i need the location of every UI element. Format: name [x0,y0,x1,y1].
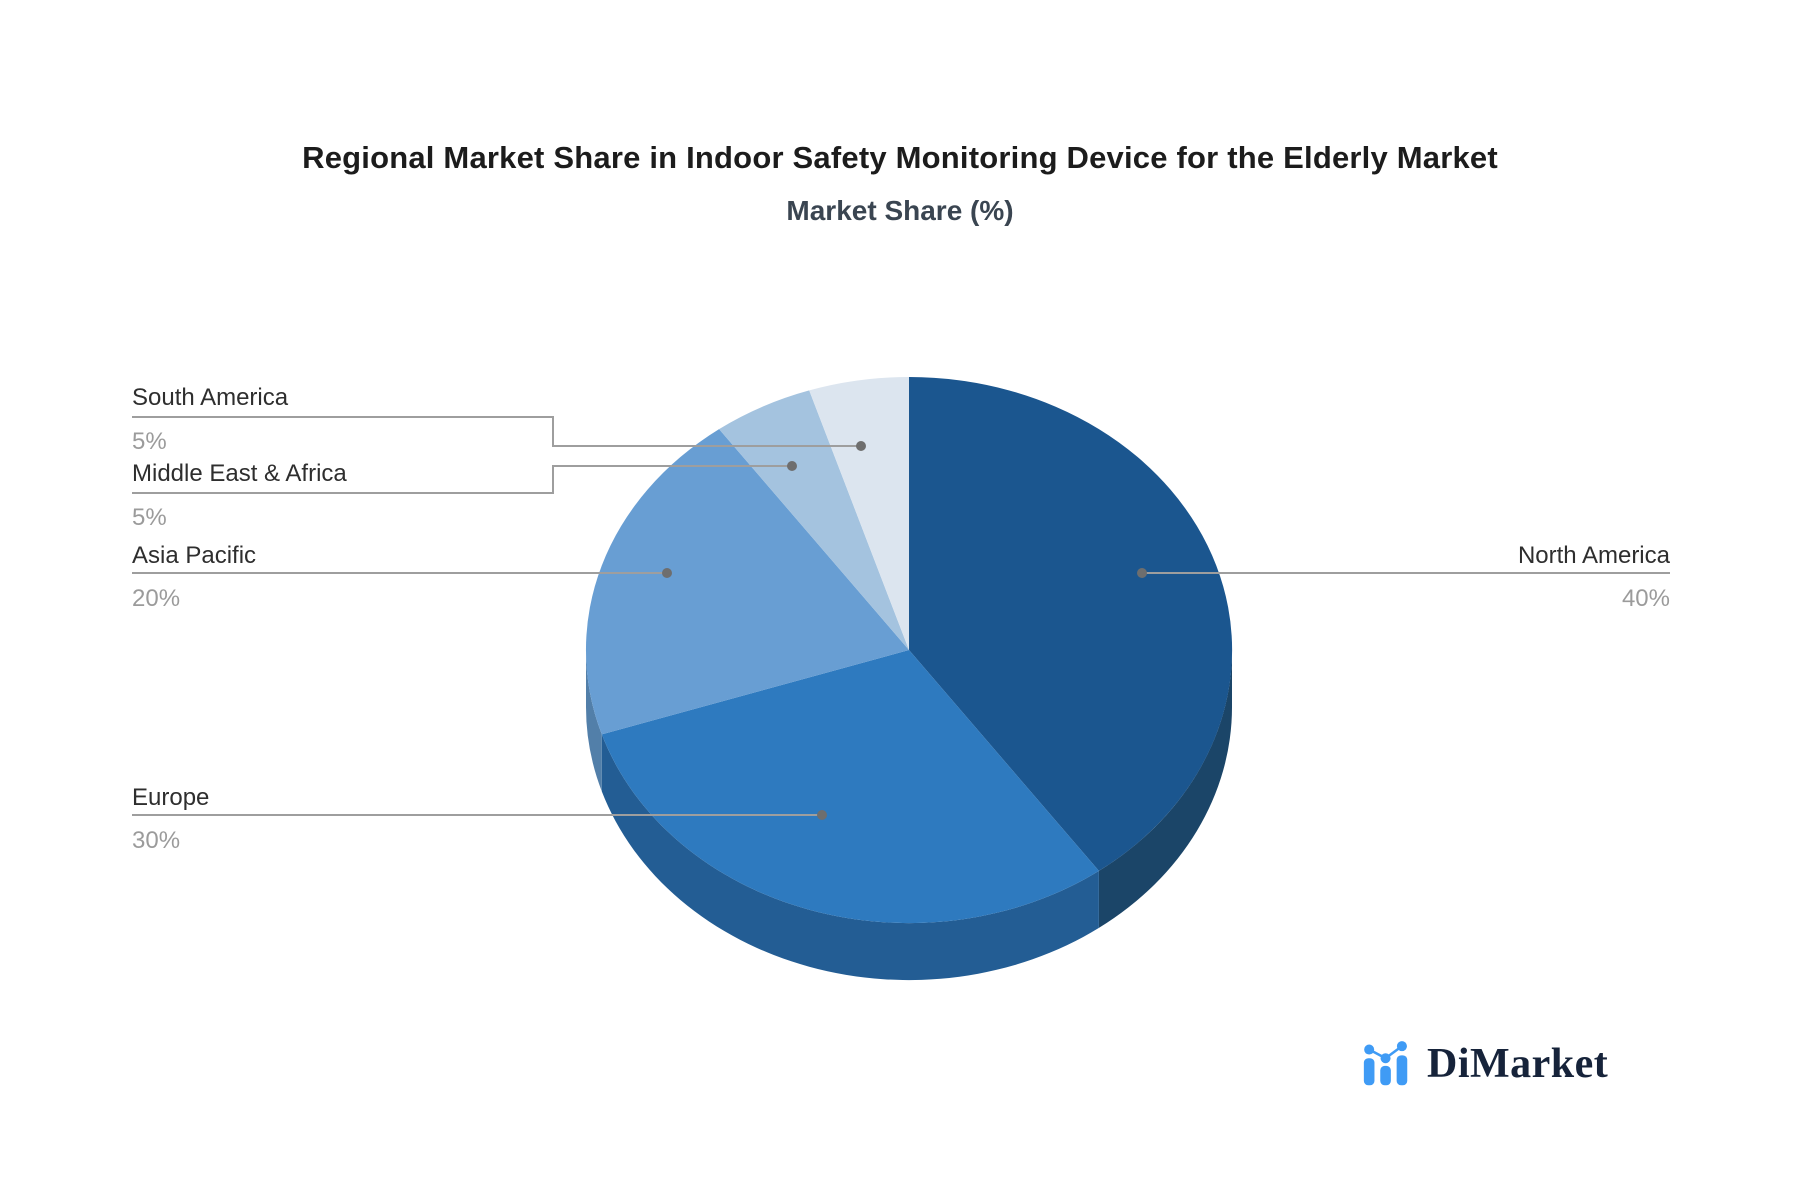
callout-dot-asia-pacific [662,568,672,578]
slice-value-middle-east-africa: 5% [132,504,167,531]
callout-dot-middle-east-africa [787,461,797,471]
chart-subtitle: Market Share (%) [786,195,1014,226]
slice-label-asia-pacific: Asia Pacific [132,542,257,569]
callout-dot-europe [817,810,827,820]
chart-title: Regional Market Share in Indoor Safety M… [302,140,1498,175]
pie-slice-side-europe [601,734,1099,981]
pie-slice-north-america[interactable] [909,377,1233,871]
slice-label-europe: Europe [132,784,210,811]
callout-dot-south-america [856,441,866,451]
slice-value-south-america: 5% [132,428,167,455]
dimarket-logo: DiMarket [1360,1038,1608,1090]
slice-label-south-america: South America [132,384,289,411]
bar-chart-logo-icon [1363,1041,1408,1086]
slice-value-asia-pacific: 20% [132,585,181,612]
pie-slice-middle-east-africa[interactable] [719,390,909,650]
callout-line-middle-east-africa [132,465,792,494]
slice-value-north-america: 40% [1621,585,1670,612]
callout-line-south-america [132,416,861,447]
pie-slice-asia-pacific[interactable] [585,429,909,735]
logo-text: DiMarket [1427,1041,1609,1087]
callout-dot-north-america [1137,568,1147,578]
pie-slice-side-asia-pacific [585,650,602,792]
slice-label-north-america: North America [1517,542,1670,569]
pie-slice-side-north-america [1098,650,1233,928]
slice-label-middle-east-africa: Middle East & Africa [132,460,347,487]
slice-value-europe: 30% [132,827,181,854]
pie-slice-europe[interactable] [601,650,1099,924]
